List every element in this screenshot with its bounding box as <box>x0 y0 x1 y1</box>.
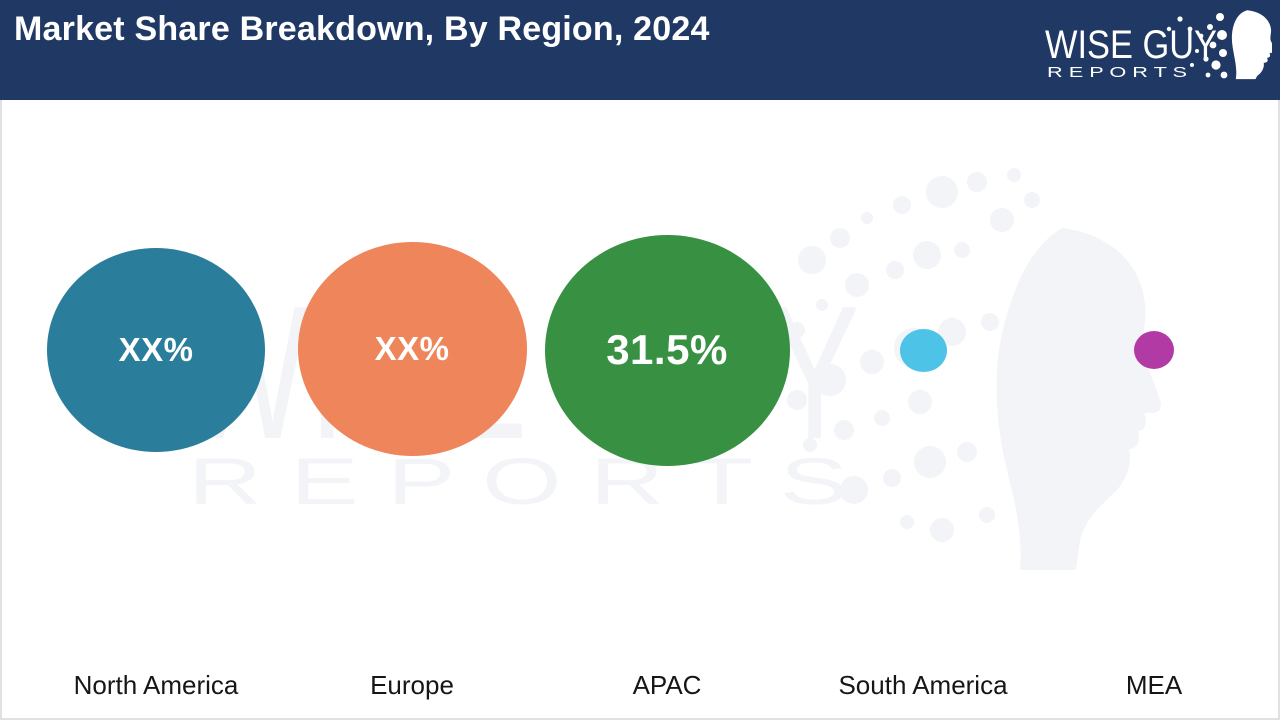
region-label-apac: APAC <box>632 670 702 700</box>
region-label-mea: MEA <box>1125 670 1183 700</box>
watermark-head-icon <box>787 168 1162 570</box>
header-bar: Market Share Breakdown, By Region, 2024 … <box>0 0 1280 100</box>
region-label-south-america: South America <box>838 670 1008 700</box>
logo-subtitle: R E P O R T S <box>1047 64 1187 81</box>
logo-head-icon <box>1166 10 1272 80</box>
bubble-mea <box>1134 331 1174 369</box>
watermark-subtitle: R E P O R T S <box>188 444 848 518</box>
page-title: Market Share Breakdown, By Region, 2024 <box>14 10 710 48</box>
region-label-north-america: North America <box>73 670 239 700</box>
bubble-chart: WISE GUY R E P O R T S <box>0 100 1280 720</box>
wise-guy-logo: WISE GUY R E P O R T S <box>1045 10 1272 81</box>
region-label-europe: Europe <box>370 670 454 700</box>
bubble-apac: 31.5% <box>544 234 790 466</box>
bubble-north-america: XX% <box>47 248 265 452</box>
bubble-europe: XX% <box>297 242 527 456</box>
bubble-south-america <box>899 328 947 372</box>
